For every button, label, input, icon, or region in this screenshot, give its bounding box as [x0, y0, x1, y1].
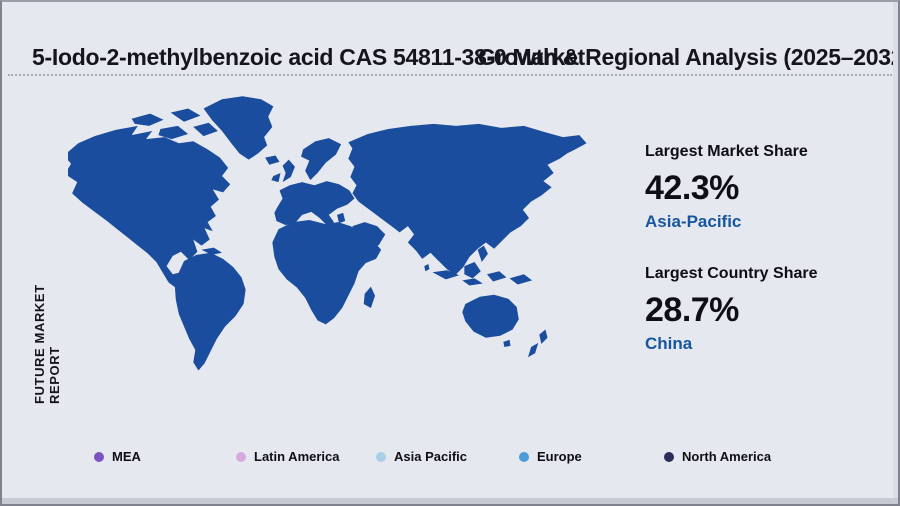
stat-value: 28.7%: [645, 291, 739, 329]
brand-vertical-text: FUTURE MARKET REPORT: [32, 284, 62, 404]
legend-label: North America: [682, 449, 772, 464]
stat-label: Largest Market Share: [645, 143, 808, 160]
legend-item-mea: MEA: [94, 449, 141, 464]
legend: MEA Latin America Asia Pacific Europe No…: [2, 449, 898, 469]
islands-new-zealand: [528, 329, 548, 358]
legend-marker-icon: [376, 451, 386, 462]
page-title-part1: 5-Iodo-2-methylbenzoic acid CAS 54811-38…: [32, 44, 585, 70]
continent-africa: [272, 220, 382, 325]
continent-asia: [348, 123, 587, 276]
legend-label: Latin America: [254, 449, 340, 464]
legend-marker-icon: [519, 451, 529, 462]
island-madagascar: [363, 286, 376, 309]
region-scandinavia: [301, 138, 342, 181]
legend-label: Asia Pacific: [394, 449, 467, 464]
island-greenland: [203, 96, 274, 160]
legend-item-latin-america: Latin America: [236, 449, 340, 464]
region-arabia: [352, 222, 386, 251]
stat-largest-market-share: Largest Market Share 42.3% Asia-Pacific: [645, 143, 808, 232]
stat-region: China: [645, 334, 693, 353]
continent-australia: [462, 294, 519, 347]
islands-arctic: [131, 108, 218, 140]
legend-label: Europe: [537, 449, 582, 464]
region-indochina: [445, 237, 467, 265]
legend-item-europe: Europe: [519, 449, 582, 464]
legend-label: MEA: [112, 449, 141, 464]
stat-largest-country-share: Largest Country Share 28.7% China: [645, 265, 817, 354]
page-title-part2: Growth & Regional Analysis (2025–2032): [478, 44, 900, 70]
islands-japan: [490, 182, 507, 209]
continent-south-america: [174, 252, 246, 371]
bottom-strip: [2, 498, 898, 504]
continent-europe: [274, 181, 355, 226]
world-map: [63, 88, 643, 436]
legend-marker-icon: [664, 451, 674, 462]
region-italy-greece: [317, 208, 346, 228]
stat-value: 42.3%: [645, 169, 739, 207]
legend-marker-icon: [94, 451, 104, 462]
islands-indonesia: [432, 262, 533, 286]
stat-region: Asia-Pacific: [645, 212, 742, 231]
world-map-svg: [63, 96, 587, 371]
island-iceland: [265, 155, 280, 165]
islands-british: [271, 159, 295, 183]
stat-label: Largest Country Share: [645, 265, 818, 282]
continent-north-america: [63, 125, 231, 289]
legend-item-north-america: North America: [664, 449, 771, 464]
islands-philippines: [477, 245, 488, 262]
title-separator: [8, 74, 892, 76]
right-edge-shade: [893, 2, 898, 504]
legend-marker-icon: [236, 451, 246, 462]
island-caribbean: [201, 247, 223, 255]
legend-item-asia-pacific: Asia Pacific: [376, 449, 467, 464]
island-sri-lanka: [424, 264, 430, 272]
